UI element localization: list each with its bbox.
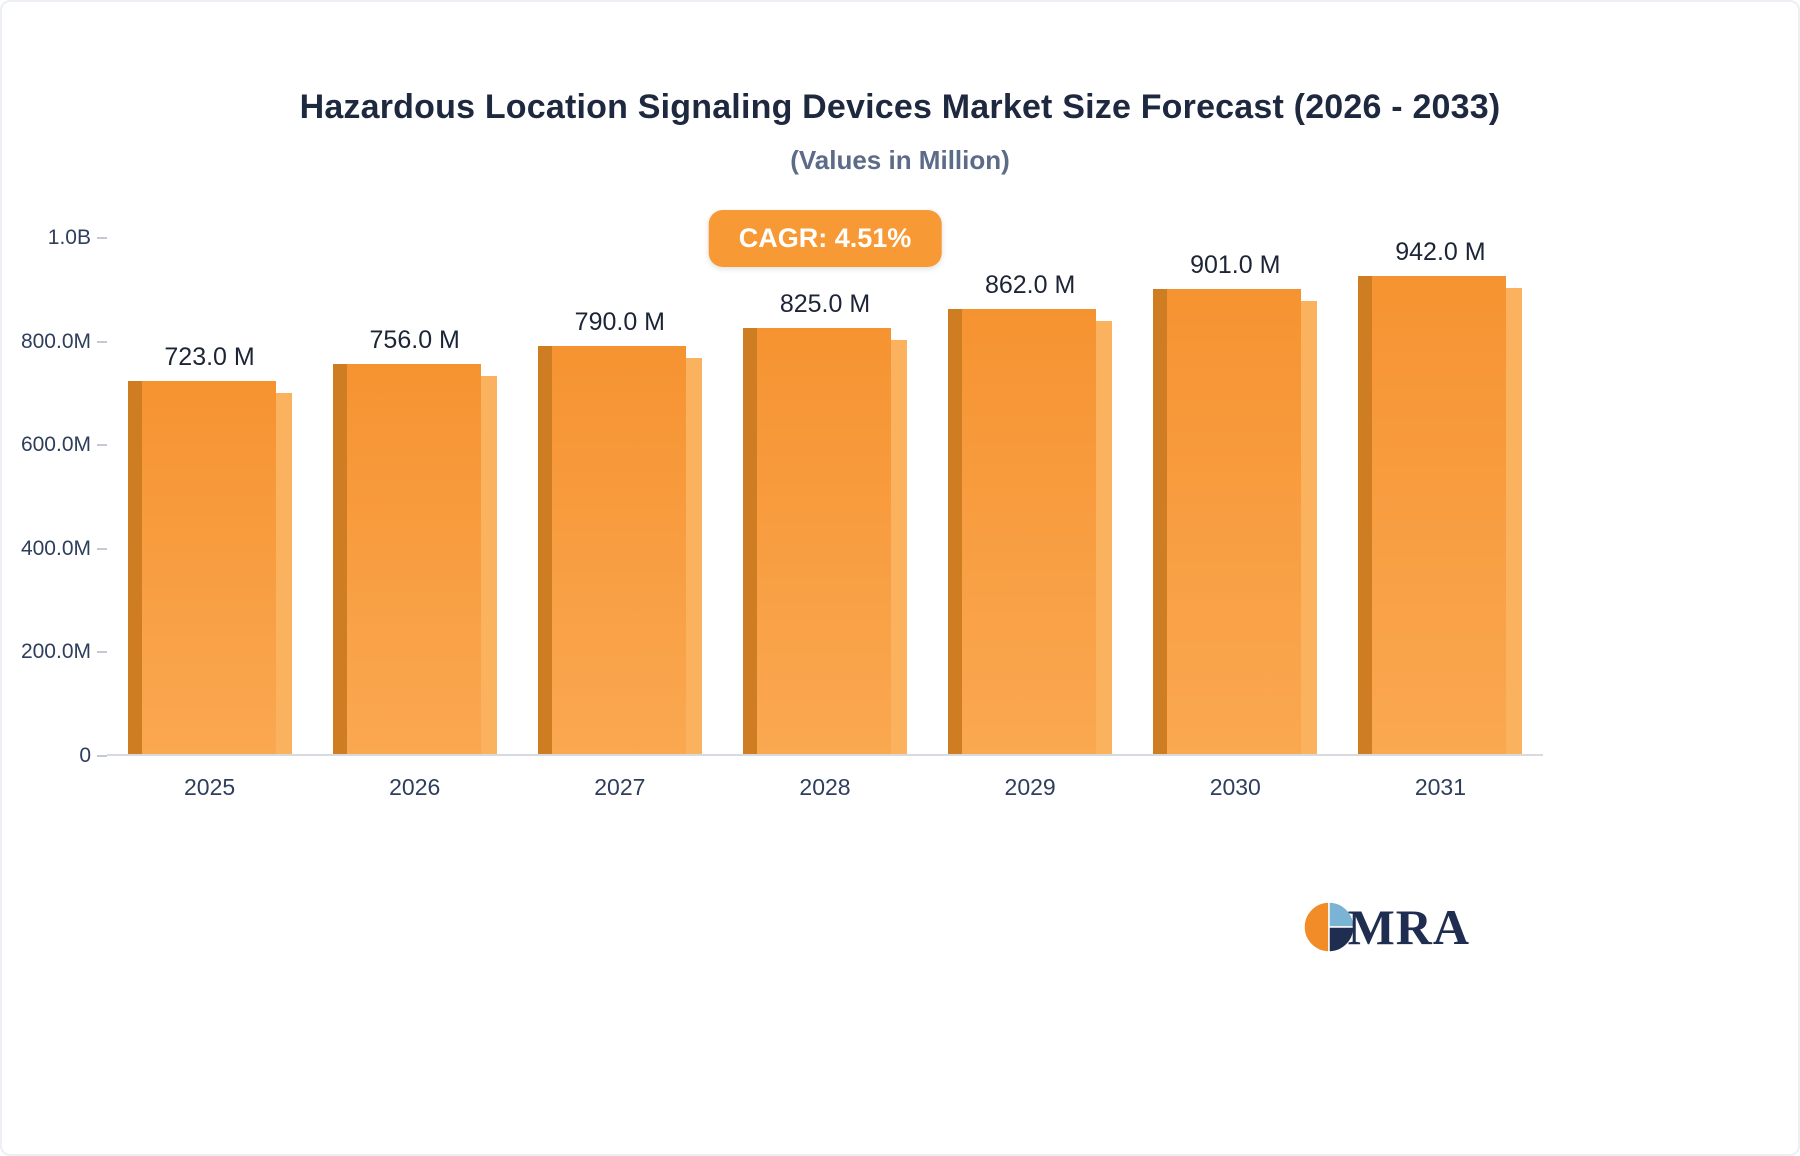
plot-area: 723.0 M 756.0 M 790.0 M 825.0 M 862.0 M 901.0…	[107, 238, 1543, 756]
y-axis-label: 200.0M	[20, 640, 91, 664]
bar-value-label: 862.0 M	[984, 271, 1076, 300]
bar-front-face	[756, 328, 891, 754]
bar-column: 825.0 M	[722, 238, 927, 754]
bar	[1358, 276, 1523, 754]
y-axis-label: 0	[79, 744, 91, 767]
bar-right-face	[890, 340, 907, 754]
bar-left-face	[948, 309, 963, 754]
y-axis-label: 600.0M	[20, 433, 91, 457]
y-axis-tick	[97, 651, 107, 654]
bar-left-face	[1358, 276, 1373, 754]
x-axis-label: 2030	[1209, 774, 1261, 800]
bar-right-face	[275, 392, 292, 754]
bar-left-face	[127, 380, 142, 754]
bar	[537, 346, 702, 754]
chart-subtitle: (Values in Million)	[790, 145, 1010, 175]
bar-front-face	[1167, 289, 1302, 754]
y-axis-tick	[97, 340, 107, 343]
bar-right-face	[1096, 321, 1113, 754]
x-axis-label: 2025	[183, 774, 236, 800]
bar-right-face	[1506, 288, 1523, 754]
bar-left-face	[742, 328, 757, 754]
cagr-badge: CAGR: 4.51%	[708, 210, 942, 267]
y-axis-tick	[97, 237, 107, 239]
bar	[332, 363, 497, 754]
bar-column: 756.0 M	[312, 238, 517, 754]
bar	[1153, 289, 1318, 754]
chart-title: Hazardous Location Signaling Devices Mar…	[299, 88, 1501, 126]
x-axis-label: 2027	[594, 774, 646, 800]
bar-right-face	[685, 358, 702, 754]
bar	[127, 380, 292, 754]
y-axis-tick	[97, 444, 107, 447]
bar-column: 790.0 M	[517, 238, 722, 754]
brand-logo-text: MRA	[1347, 899, 1470, 955]
bar-value-label: 790.0 M	[574, 308, 666, 337]
bar-left-face	[332, 363, 347, 754]
y-axis-label: 1.0B	[47, 226, 91, 249]
bar-value-label: 756.0 M	[369, 325, 460, 354]
y-axis-tick	[97, 755, 107, 757]
bar-front-face	[1372, 276, 1507, 754]
bar-value-label: 723.0 M	[164, 342, 255, 371]
x-axis-label: 2026	[389, 774, 441, 800]
x-axis: 2025 2026 2027 2028 2029 2030 2031	[107, 774, 1543, 801]
bar-column: 723.0 M	[107, 238, 312, 754]
bar-right-face	[480, 375, 497, 754]
bar-value-label: 901.0 M	[1190, 251, 1281, 280]
bar-left-face	[1153, 289, 1168, 754]
bar-column: 942.0 M	[1338, 238, 1543, 754]
bar-left-face	[537, 346, 552, 754]
y-axis-tick	[97, 547, 107, 550]
bar-value-label: 942.0 M	[1395, 238, 1486, 266]
pie-logo-icon	[1302, 901, 1355, 953]
x-axis-label: 2028	[799, 774, 851, 800]
bar-front-face	[141, 380, 276, 754]
y-axis-label: 400.0M	[20, 536, 91, 560]
bar-right-face	[1301, 301, 1318, 754]
bar	[742, 328, 907, 754]
x-axis-label: 2031	[1414, 774, 1466, 800]
x-axis-label: 2029	[1004, 774, 1056, 800]
bar-front-face	[962, 309, 1097, 754]
bar-column: 862.0 M	[928, 238, 1133, 754]
chart-header: Hazardous Location Signaling Devices Mar…	[2, 2, 1798, 176]
chart-area: CAGR: 4.51% 1.0B 800.0M 600.0M 400.0M 200.0M…	[21, 210, 1543, 838]
bar-column: 901.0 M	[1133, 238, 1338, 754]
bar-front-face	[551, 346, 686, 754]
bar	[948, 309, 1113, 754]
bar-front-face	[346, 363, 481, 754]
y-axis-label: 800.0M	[20, 329, 91, 353]
brand-logo: MRA	[1302, 898, 1470, 956]
bar-value-label: 825.0 M	[779, 290, 871, 319]
y-axis: 1.0B 800.0M 600.0M 400.0M 200.0M 0	[21, 226, 107, 767]
